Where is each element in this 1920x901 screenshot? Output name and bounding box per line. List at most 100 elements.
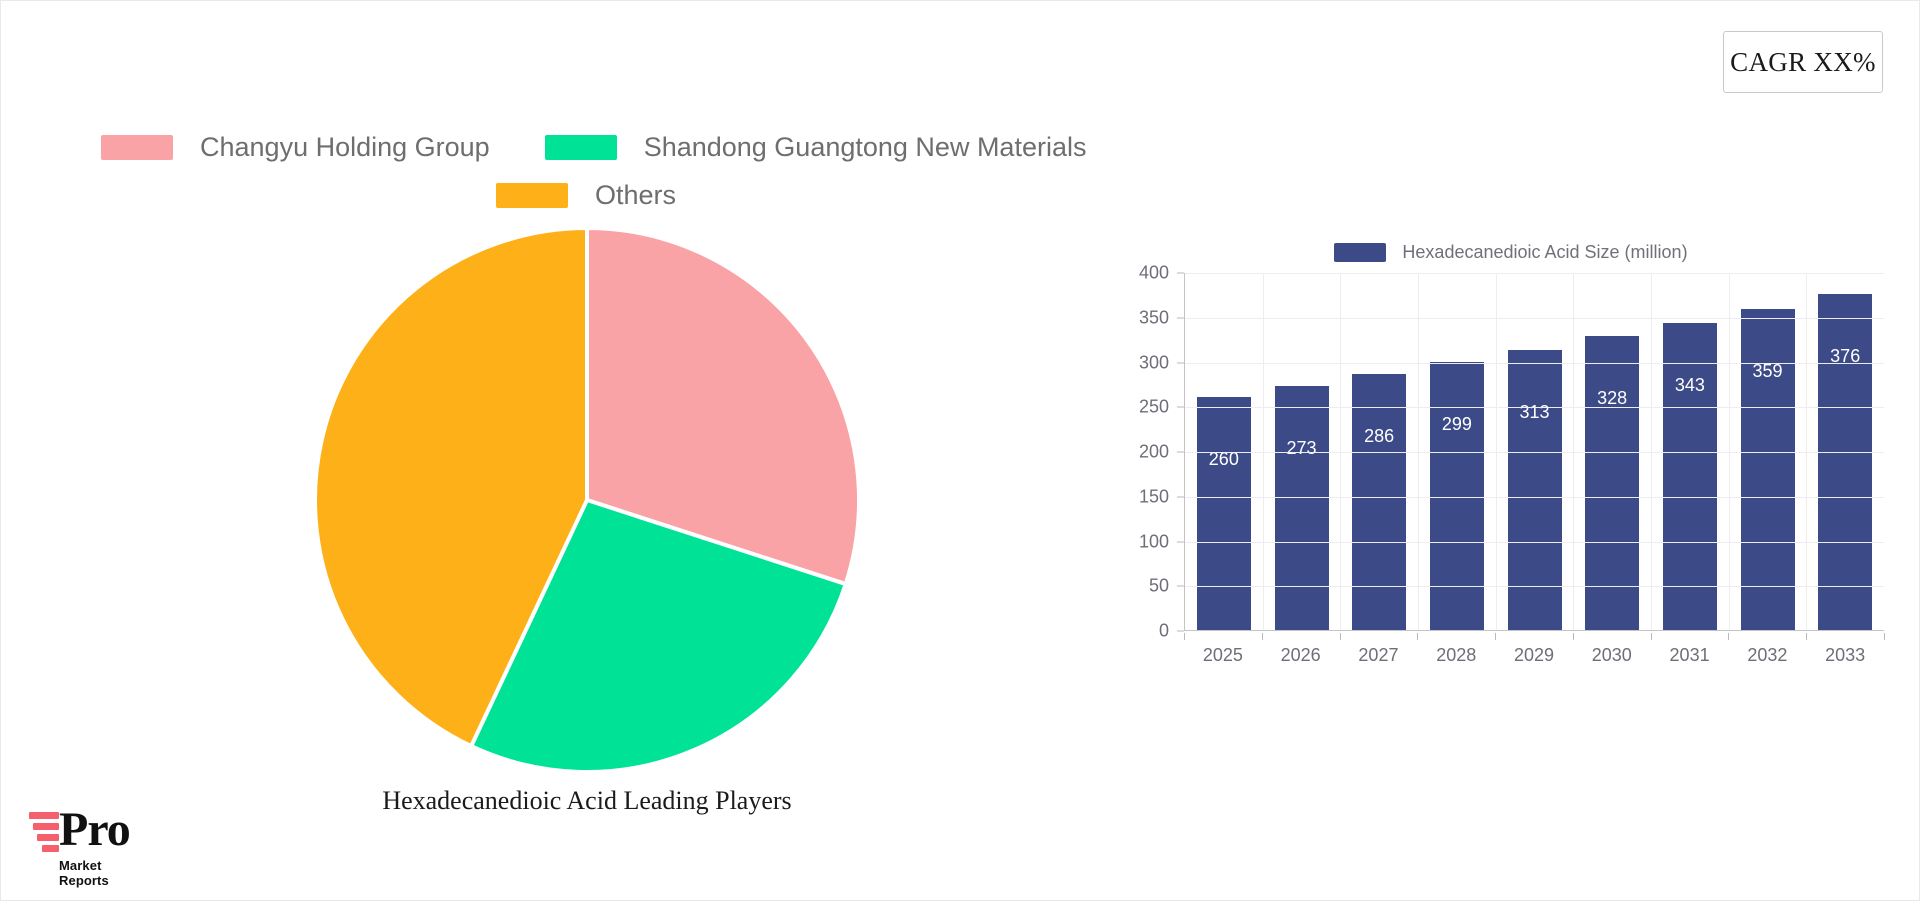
bar[interactable]: 260 [1196,397,1251,630]
legend-swatch-icon [544,134,617,160]
bar-value-label: 343 [1674,375,1705,395]
y-axis-tick-label: 150 [1138,486,1169,507]
cagr-badge: CAGR XX% [1723,31,1883,93]
pie-legend-item-others[interactable]: Others [496,180,676,211]
x-axis-tick-label: 2032 [1747,645,1788,665]
x-axis-tick-mark [1650,633,1652,640]
bar-value-label: 359 [1752,360,1783,381]
vertical-gridline [1418,273,1419,630]
bar-value-label: 299 [1441,414,1472,435]
pie-slice[interactable] [313,226,589,749]
y-axis-tick-label: 0 [1158,620,1169,641]
bar-slot: 313 [1496,273,1574,630]
y-axis-tick-mark [1177,272,1184,274]
logo-bar-icon [42,845,59,852]
y-axis-tick-mark [1177,362,1184,363]
horizontal-gridline [1185,452,1884,453]
y-axis-tick-label: 250 [1138,396,1169,417]
pie-slice[interactable] [585,226,861,587]
horizontal-gridline [1185,317,1884,319]
horizontal-gridline [1185,496,1884,498]
legend-swatch-icon [1334,242,1387,262]
x-axis-tick-mark [1184,633,1185,640]
x-axis-tick-mark [1884,633,1885,640]
bar[interactable]: 376 [1818,293,1873,630]
bar-slot: 299 [1418,273,1496,630]
logo-mark-icon: Pro Market Reports [29,803,155,888]
x-axis-tick-label: 2025 [1202,645,1243,665]
bar-slot: 328 [1573,273,1651,630]
vertical-gridline [1573,273,1575,630]
bar-chart-plot: 0 50 100 150 200 250 300 350 400 260 273 286 299 313… [1131,263,1891,665]
bar-slot: 286 [1340,273,1418,630]
horizontal-gridline [1185,362,1884,364]
pie-legend-item-changyu[interactable]: Changyu Holding Group [101,132,490,163]
bar-chart: Hexadecanedioic Acid Size (million) 0 50 1… [1131,239,1891,679]
vertical-gridline [1495,273,1497,630]
pie-legend-label: Others [595,179,677,210]
bar[interactable]: 328 [1585,336,1640,630]
logo-bar-icon [33,823,59,830]
logo-tagline: Market Reports [59,858,109,888]
pie-legend-label: Shandong Guangtong New Materials [643,131,1087,162]
bar-value-label: 313 [1519,401,1550,422]
logo-bar-icon [29,812,59,819]
y-axis-tick-mark [1177,496,1184,498]
y-axis-tick-label: 400 [1138,262,1169,283]
x-axis-tick-mark [1495,633,1497,640]
bar-chart-legend[interactable]: Hexadecanedioic Acid Size (million) [1131,239,1891,265]
x-axis-tick-label: 2026 [1280,645,1321,665]
x-axis-tick-label: 2030 [1591,645,1632,665]
y-axis-tick-label: 100 [1138,531,1169,551]
bar[interactable]: 343 [1662,323,1717,630]
x-axis-tick-label: 2029 [1513,645,1555,665]
y-axis-tick-label: 200 [1138,441,1169,462]
vertical-gridline [1728,273,1730,630]
pie-legend-item-shandong[interactable]: Shandong Guangtong New Materials [544,131,1087,163]
y-axis-tick-mark [1177,541,1184,542]
y-axis: 0 50 100 150 200 250 300 350 400 [1131,263,1184,641]
x-axis: 2025 2026 2027 2028 2029 2030 2031 2032 2033 [1184,633,1885,665]
x-axis-tick-mark [1806,633,1808,640]
cagr-badge-label: CAGR XX% [1730,46,1876,77]
pie-slice[interactable] [468,497,849,774]
horizontal-gridline [1185,586,1884,588]
bar-value-label: 286 [1364,426,1395,446]
vertical-gridline [1340,273,1342,630]
y-axis-tick-label: 50 [1148,575,1169,596]
bar-slot: 260 [1185,273,1263,630]
y-axis-tick-label: 300 [1138,352,1169,372]
bar[interactable]: 299 [1429,362,1484,630]
pie-chart-title: Hexadecanedioic Acid Leading Players [382,786,792,815]
y-axis-tick-mark [1177,630,1184,632]
pie-legend-row-1: Changyu Holding Group Shandong Guangtong… [61,123,1121,171]
y-axis-tick-label: 350 [1138,307,1169,328]
bar-value-label: 328 [1597,388,1628,409]
bar-value-label: 260 [1208,449,1239,470]
bar[interactable]: 359 [1740,308,1795,630]
bar[interactable]: 313 [1507,349,1562,630]
vertical-gridline [1806,273,1808,630]
legend-swatch-icon [101,134,173,160]
x-axis-tick-label: 2027 [1358,645,1399,665]
x-axis-tick-mark [1728,633,1730,640]
bar[interactable]: 286 [1352,374,1407,630]
y-axis-tick-mark [1177,451,1184,453]
vertical-gridline [1651,273,1652,630]
x-axis-tick-mark [1417,633,1419,640]
y-axis-tick-mark [1177,317,1184,319]
bar-slot: 359 [1729,273,1807,630]
y-axis-tick-mark [1177,406,1184,408]
logo-wordmark: Pro [59,803,131,856]
pie-chart-svg [313,226,861,774]
x-axis-tick-label: 2031 [1669,645,1710,665]
x-axis-tick-mark [1572,633,1574,640]
bar[interactable]: 273 [1274,385,1329,630]
pie-legend: Changyu Holding Group Shandong Guangtong… [61,123,1121,219]
y-axis-tick-mark [1177,585,1184,587]
pie-legend-label: Changyu Holding Group [200,131,490,162]
pie-chart [313,226,861,774]
brand-logo: Pro Market Reports [29,803,159,888]
x-axis-tick-label: 2028 [1436,645,1477,665]
